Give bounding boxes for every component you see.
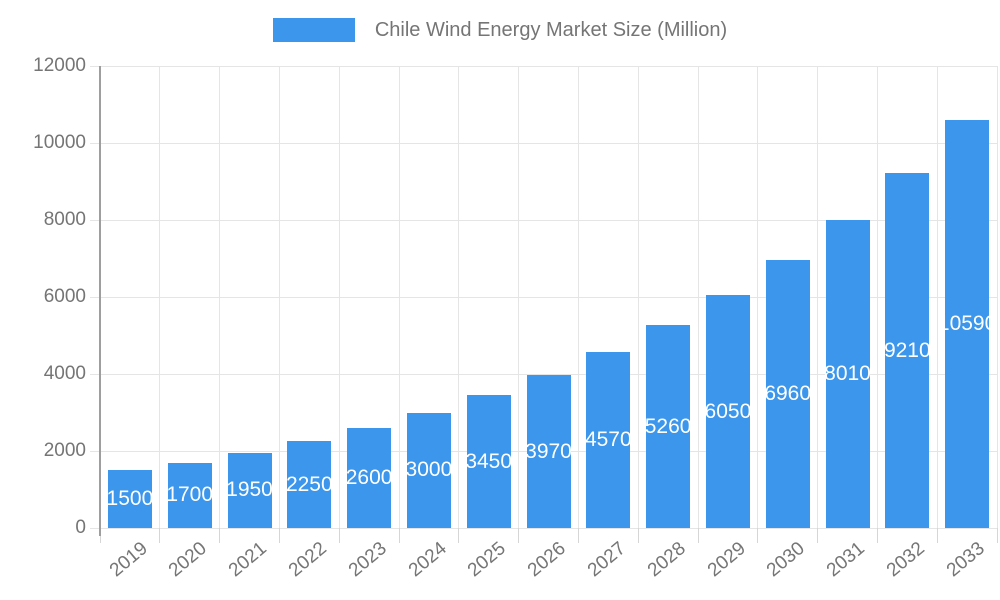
bar[interactable] [107,470,152,528]
x-axis-tick-label: 2027 [583,538,630,582]
bar[interactable] [287,441,332,528]
x-axis-tick-label: 2021 [225,538,271,582]
x-axis-tick-mark [458,528,460,543]
bar[interactable] [227,452,272,528]
x-axis-tick-mark [398,528,400,543]
x-gridline [757,66,759,528]
x-axis-tick-label: 2033 [942,538,989,582]
y-gridline [90,219,997,221]
bar[interactable] [526,375,571,528]
x-gridline [697,66,699,528]
y-axis-tick-label: 6000 [43,286,86,307]
legend-item[interactable]: Chile Wind Energy Market Size (Million) [272,18,728,42]
x-axis-tick-label: 2031 [823,538,869,582]
x-axis-tick-label: 2023 [344,538,391,582]
bar[interactable] [466,395,511,528]
y-gridline [90,296,997,298]
bar-value-label: 2250 [285,472,333,496]
x-gridline [936,66,938,528]
x-axis-tick-label: 2026 [524,538,570,582]
bar-value-label: 8010 [824,361,871,385]
x-axis-tick-mark [278,528,280,543]
x-gridline [577,66,579,528]
bar[interactable] [705,295,750,528]
y-axis-tick-label: 0 [75,517,86,538]
bar[interactable] [945,120,990,528]
y-axis-tick-label: 2000 [43,440,86,461]
x-axis-tick-label: 2022 [284,538,331,582]
x-axis-tick-label: 2025 [464,538,511,582]
bar-value-label: 4570 [584,428,632,452]
x-axis-tick-label: 2020 [165,538,212,582]
x-axis-tick-mark [757,528,759,543]
bar-value-label: 2600 [345,465,393,489]
legend-label: Chile Wind Energy Market Size (Million) [374,19,728,41]
bar[interactable] [167,462,212,528]
bar-value-label: 1700 [166,483,214,507]
x-axis-tick-mark [876,528,878,543]
bar-value-label: 10590 [937,312,997,336]
bar-value-label: 3000 [405,458,453,482]
x-gridline [278,66,280,528]
bar-value-label: 6050 [704,399,752,423]
bar[interactable] [406,412,451,528]
x-gridline [219,66,221,528]
y-gridline [90,142,997,144]
y-gridline [90,373,997,375]
bar-value-label: 1950 [226,478,273,502]
x-gridline [338,66,340,528]
x-axis-tick-mark [996,528,998,543]
y-axis-tick-label: 12000 [33,55,86,76]
y-gridline [90,65,997,67]
x-axis-tick-label: 2028 [643,538,690,582]
x-axis-tick-mark [219,528,221,543]
x-gridline [458,66,460,528]
x-axis-tick-mark [338,528,340,543]
bar-value-label: 5260 [644,414,692,438]
bar[interactable] [347,427,392,528]
x-axis-tick-label: 2024 [404,538,451,582]
bar[interactable] [646,325,691,528]
bar[interactable] [765,260,810,528]
x-axis-tick-label: 2029 [703,538,750,582]
x-axis-tick-mark [817,528,819,543]
x-gridline [159,66,161,528]
y-axis-line [99,66,101,536]
x-gridline [398,66,400,528]
y-axis-tick-label: 8000 [43,209,86,230]
chart-legend: Chile Wind Energy Market Size (Million) [0,18,1000,42]
y-gridline [90,527,997,529]
x-axis-tick-label: 2019 [105,538,152,582]
x-axis-tick-mark [518,528,520,543]
x-axis-tick-label: 2032 [882,538,929,582]
x-gridline [518,66,520,528]
y-axis-tick-label: 4000 [43,363,86,384]
bar-value-label: 6960 [764,382,812,406]
x-axis-tick-mark [577,528,579,543]
legend-swatch [272,18,355,42]
x-axis-tick-mark [159,528,161,543]
x-gridline [637,66,639,528]
bar[interactable] [825,219,870,528]
x-axis-tick-mark [697,528,699,543]
x-gridline [817,66,819,528]
x-axis-tick-mark [936,528,938,543]
x-axis-tick-mark [637,528,639,543]
bar[interactable] [885,173,930,528]
y-axis-tick-label: 10000 [33,132,86,153]
x-axis-tick-label: 2030 [763,538,810,582]
bar-value-label: 3970 [525,439,572,463]
bar[interactable] [586,352,631,528]
bar-value-label: 9210 [883,338,931,362]
x-gridline [876,66,878,528]
bar-value-label: 1500 [106,487,154,511]
x-gridline [996,66,998,528]
bar-value-label: 3450 [465,449,513,473]
